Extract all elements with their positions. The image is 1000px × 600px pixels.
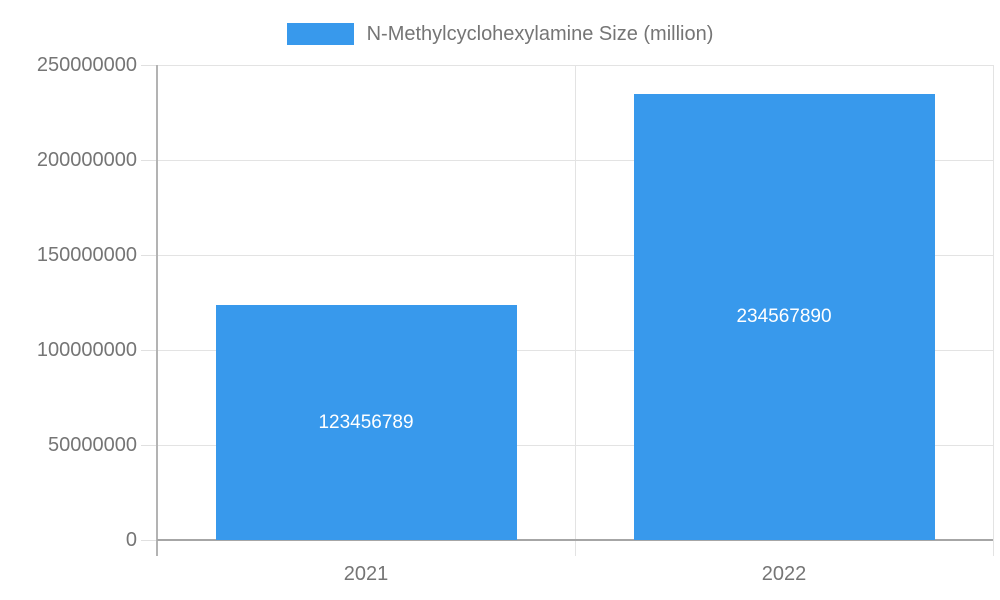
y-tick-label: 0 (125, 529, 137, 551)
v-gridline (992, 65, 994, 556)
bar[interactable] (633, 94, 935, 540)
y-tick-mark (141, 254, 157, 256)
v-gridline (574, 65, 576, 556)
y-tick-mark (141, 539, 157, 541)
y-tick-label: 250000000 (36, 54, 137, 76)
y-tick-mark (141, 349, 157, 351)
y-tick-mark (141, 64, 157, 66)
y-axis-line (156, 65, 158, 556)
x-tick-label: 2022 (761, 563, 807, 585)
y-tick-label: 50000000 (48, 434, 137, 456)
bar-value-label: 234567890 (736, 306, 832, 328)
y-tick-label: 150000000 (36, 244, 137, 266)
legend[interactable]: N-Methylcyclohexylamine Size (million) (0, 18, 1000, 50)
bar[interactable] (215, 305, 517, 540)
y-tick-label: 100000000 (36, 339, 137, 361)
y-tick-mark (141, 159, 157, 161)
x-axis-line (157, 539, 993, 541)
legend-label: N-Methylcyclohexylamine Size (million) (366, 22, 714, 45)
x-tick-label: 2021 (343, 563, 389, 585)
y-tick-label: 200000000 (36, 149, 137, 171)
y-tick-mark (141, 444, 157, 446)
bar-value-label: 123456789 (318, 411, 414, 433)
legend-swatch-icon (286, 23, 354, 45)
